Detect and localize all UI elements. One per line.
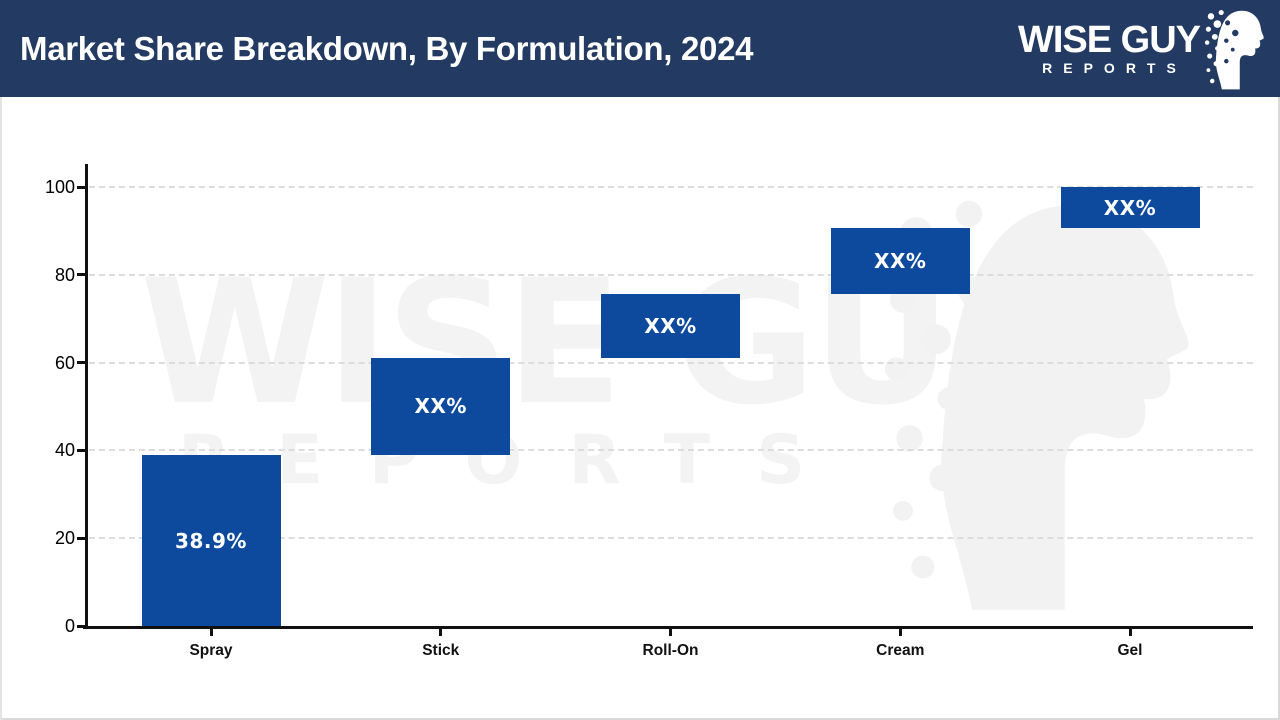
bar-label-stick: XX%: [414, 394, 467, 419]
bar-label-roll-on: XX%: [644, 313, 697, 338]
wise-guy-logo: WISE GUY REPORTS: [1018, 5, 1266, 93]
y-tick-label-100: 100: [44, 177, 75, 197]
x-axis-line: [83, 626, 1253, 629]
header: Market Share Breakdown, By Formulation, …: [0, 0, 1280, 97]
y-tick-label-60: 60: [54, 352, 75, 373]
y-tick-label-40: 40: [54, 440, 75, 461]
frame-border-right: [1278, 97, 1280, 720]
frame-border-bottom: [0, 718, 1280, 720]
logo-head-icon: [1204, 9, 1264, 90]
gridline-80: [89, 273, 1253, 276]
y-tick-20: [77, 536, 87, 540]
bar-roll-on: XX%: [601, 294, 740, 358]
bar-spray: 38.9%: [141, 455, 281, 626]
frame-border-left: [0, 97, 2, 720]
gridline-100: [89, 186, 1253, 188]
bar-cream: XX%: [830, 228, 970, 295]
y-tick-100: [77, 185, 87, 189]
y-tick-label-80: 80: [54, 264, 75, 285]
logo-wordmark: WISE GUY REPORTS: [1017, 19, 1201, 77]
x-tick-roll-on: [669, 629, 672, 636]
bar-label-cream: XX%: [874, 249, 927, 274]
x-tick-label-gel: Gel: [1117, 642, 1143, 659]
logo-wordmark-line2: REPORTS: [1042, 60, 1187, 77]
gridline-60: [89, 361, 1253, 364]
gridline-40: [89, 449, 1253, 452]
chart-area: WISE GUY REPORTS 0 20 40 60 80 100 38.9% Spray X…: [0, 97, 1280, 718]
y-tick-80: [77, 273, 87, 277]
y-tick-40: [77, 448, 87, 452]
y-tick-60: [77, 361, 87, 365]
gridline-20: [89, 537, 1253, 540]
x-tick-cream: [898, 629, 902, 636]
x-tick-label-cream: Cream: [876, 642, 925, 659]
y-tick-label-20: 20: [54, 528, 75, 549]
y-axis-line: [85, 164, 88, 629]
logo-wordmark-line1: WISE GUY: [1017, 19, 1201, 62]
page-title: Market Share Breakdown, By Formulation, …: [20, 29, 754, 67]
bar-stick: XX%: [371, 357, 511, 456]
x-tick-label-stick: Stick: [422, 642, 460, 659]
x-tick-spray: [209, 629, 213, 636]
x-tick-gel: [1128, 629, 1132, 636]
x-tick-label-spray: Spray: [189, 642, 233, 659]
bar-gel: XX%: [1060, 187, 1200, 229]
x-tick-stick: [439, 629, 443, 636]
bar-label-gel: XX%: [1103, 195, 1157, 220]
y-tick-0: [77, 624, 87, 628]
y-tick-label-0: 0: [64, 616, 75, 636]
x-tick-label-roll-on: Roll-On: [642, 642, 699, 659]
bar-label-spray: 38.9%: [175, 528, 247, 553]
